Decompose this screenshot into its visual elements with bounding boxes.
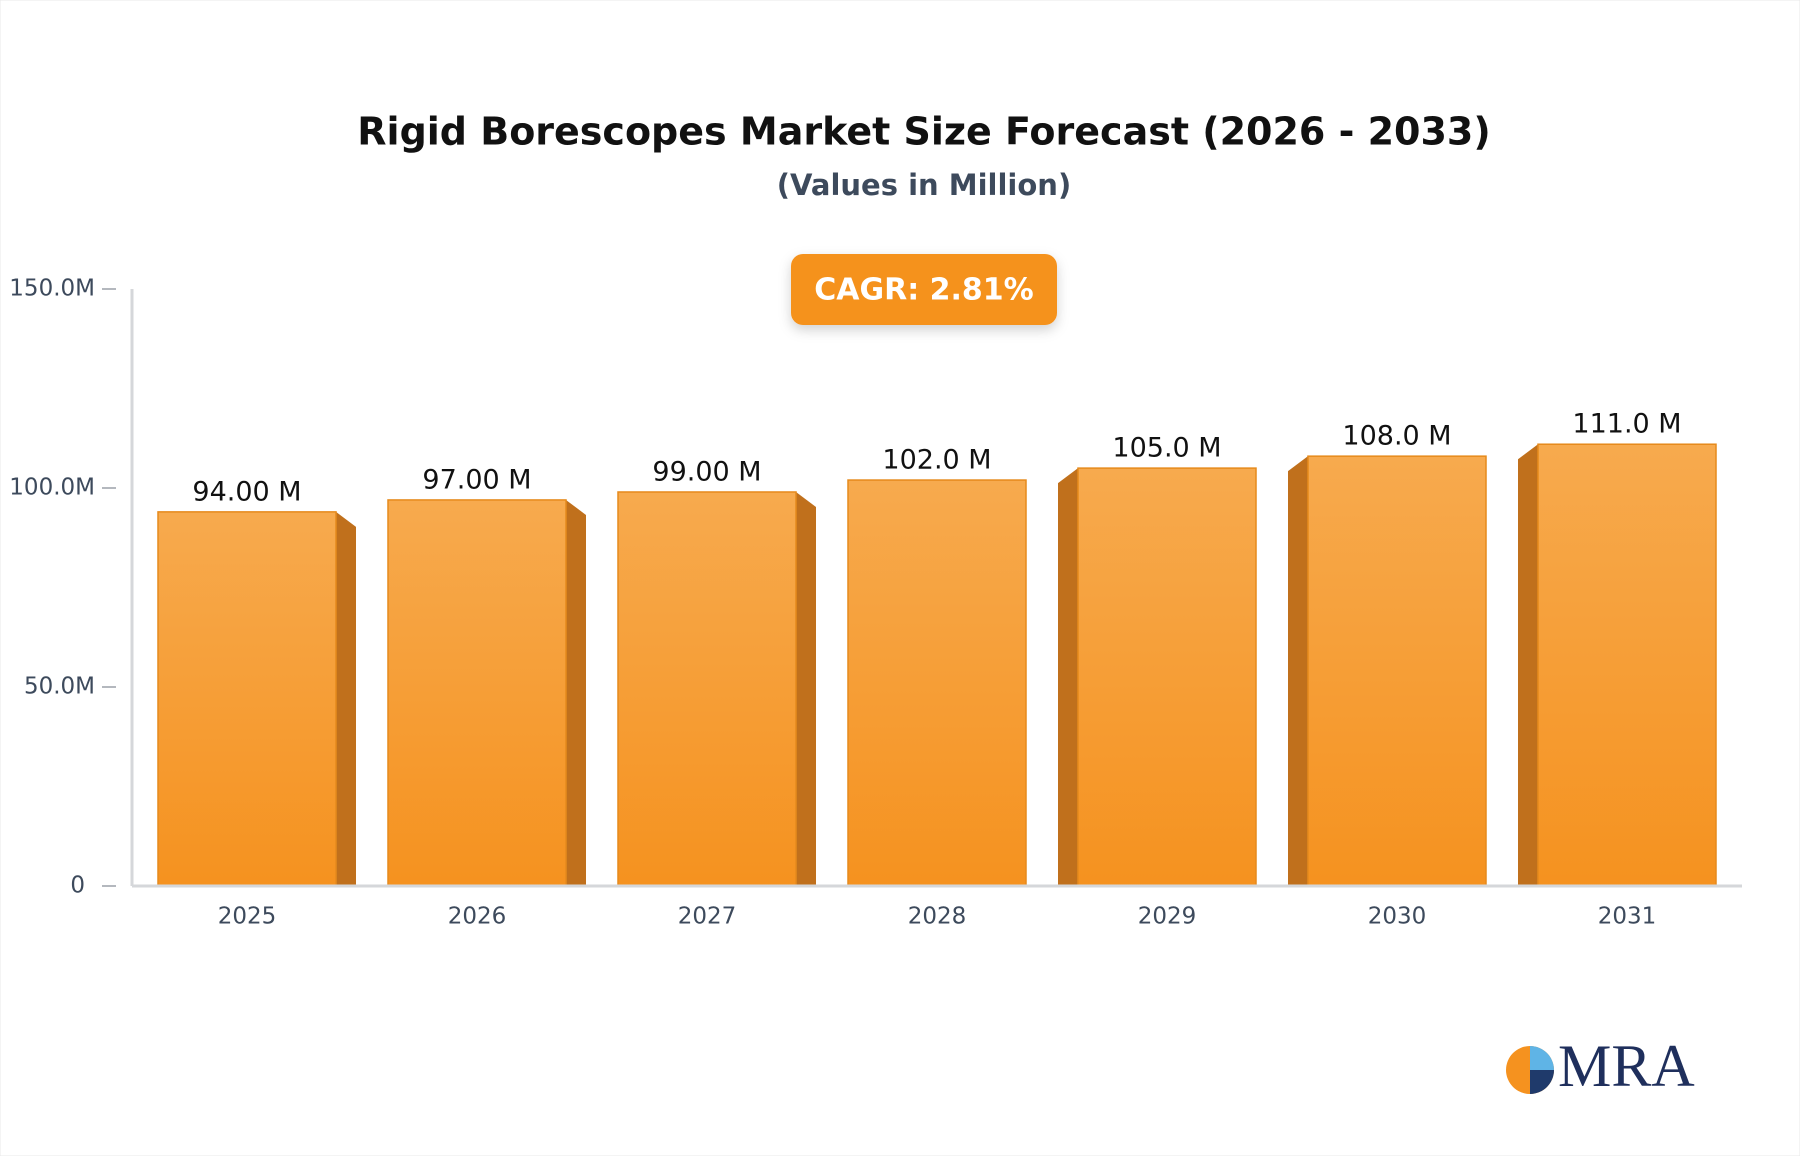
bar-side xyxy=(1518,444,1538,886)
value-label: 111.0 M xyxy=(1572,409,1681,440)
y-tick-label: 50.0M xyxy=(24,674,95,700)
bar-side xyxy=(1288,456,1308,886)
logo-icon-part xyxy=(1530,1070,1554,1094)
x-tick-label: 2029 xyxy=(1138,904,1197,930)
cagr-label: CAGR: 2.81% xyxy=(814,273,1033,308)
bar-side xyxy=(1058,468,1078,886)
y-tick-label: 0 xyxy=(70,873,85,899)
value-label: 94.00 M xyxy=(192,476,301,507)
y-tick-label: 100.0M xyxy=(9,475,95,501)
logo-icon-part xyxy=(1530,1046,1554,1070)
logo-text: MRA xyxy=(1558,1033,1695,1099)
value-label: 102.0 M xyxy=(882,445,991,476)
x-tick-label: 2031 xyxy=(1598,904,1657,930)
value-label: 105.0 M xyxy=(1112,433,1221,464)
x-tick-label: 2027 xyxy=(678,904,737,930)
bar xyxy=(1077,467,1257,887)
logo: MRA xyxy=(1506,1033,1695,1099)
bar xyxy=(617,491,797,887)
bar xyxy=(387,499,567,887)
value-label: 97.00 M xyxy=(422,464,531,495)
value-label: 99.00 M xyxy=(652,456,761,487)
chart-subtitle: (Values in Million) xyxy=(777,168,1071,202)
bar xyxy=(1537,443,1717,887)
x-tick-label: 2028 xyxy=(908,904,967,930)
chart-title: Rigid Borescopes Market Size Forecast (2… xyxy=(357,110,1490,154)
bar xyxy=(1307,455,1487,887)
value-label: 108.0 M xyxy=(1342,421,1451,452)
x-tick-label: 2026 xyxy=(448,904,507,930)
x-tick-label: 2030 xyxy=(1368,904,1427,930)
bar xyxy=(847,479,1027,887)
bar-side xyxy=(336,511,356,886)
cagr-badge xyxy=(791,254,1057,325)
bar-side xyxy=(796,491,816,886)
bar xyxy=(157,511,337,887)
x-tick-label: 2025 xyxy=(218,904,277,930)
y-tick-label: 150.0M xyxy=(9,276,95,302)
bar-side xyxy=(566,499,586,886)
